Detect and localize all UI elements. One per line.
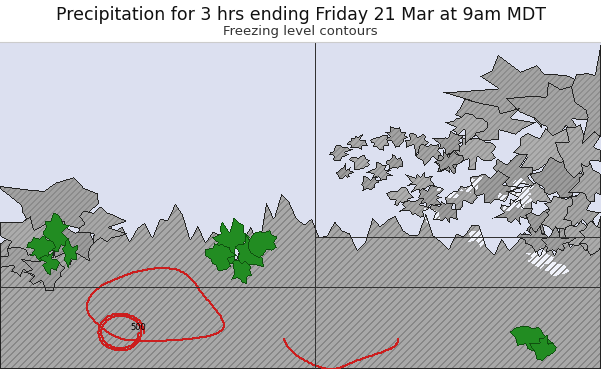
- Text: Freezing level contours: Freezing level contours: [223, 24, 378, 38]
- Text: 500: 500: [130, 323, 146, 331]
- Text: Precipitation for 3 hrs ending Friday 21 Mar at 9am MDT: Precipitation for 3 hrs ending Friday 21…: [55, 6, 546, 24]
